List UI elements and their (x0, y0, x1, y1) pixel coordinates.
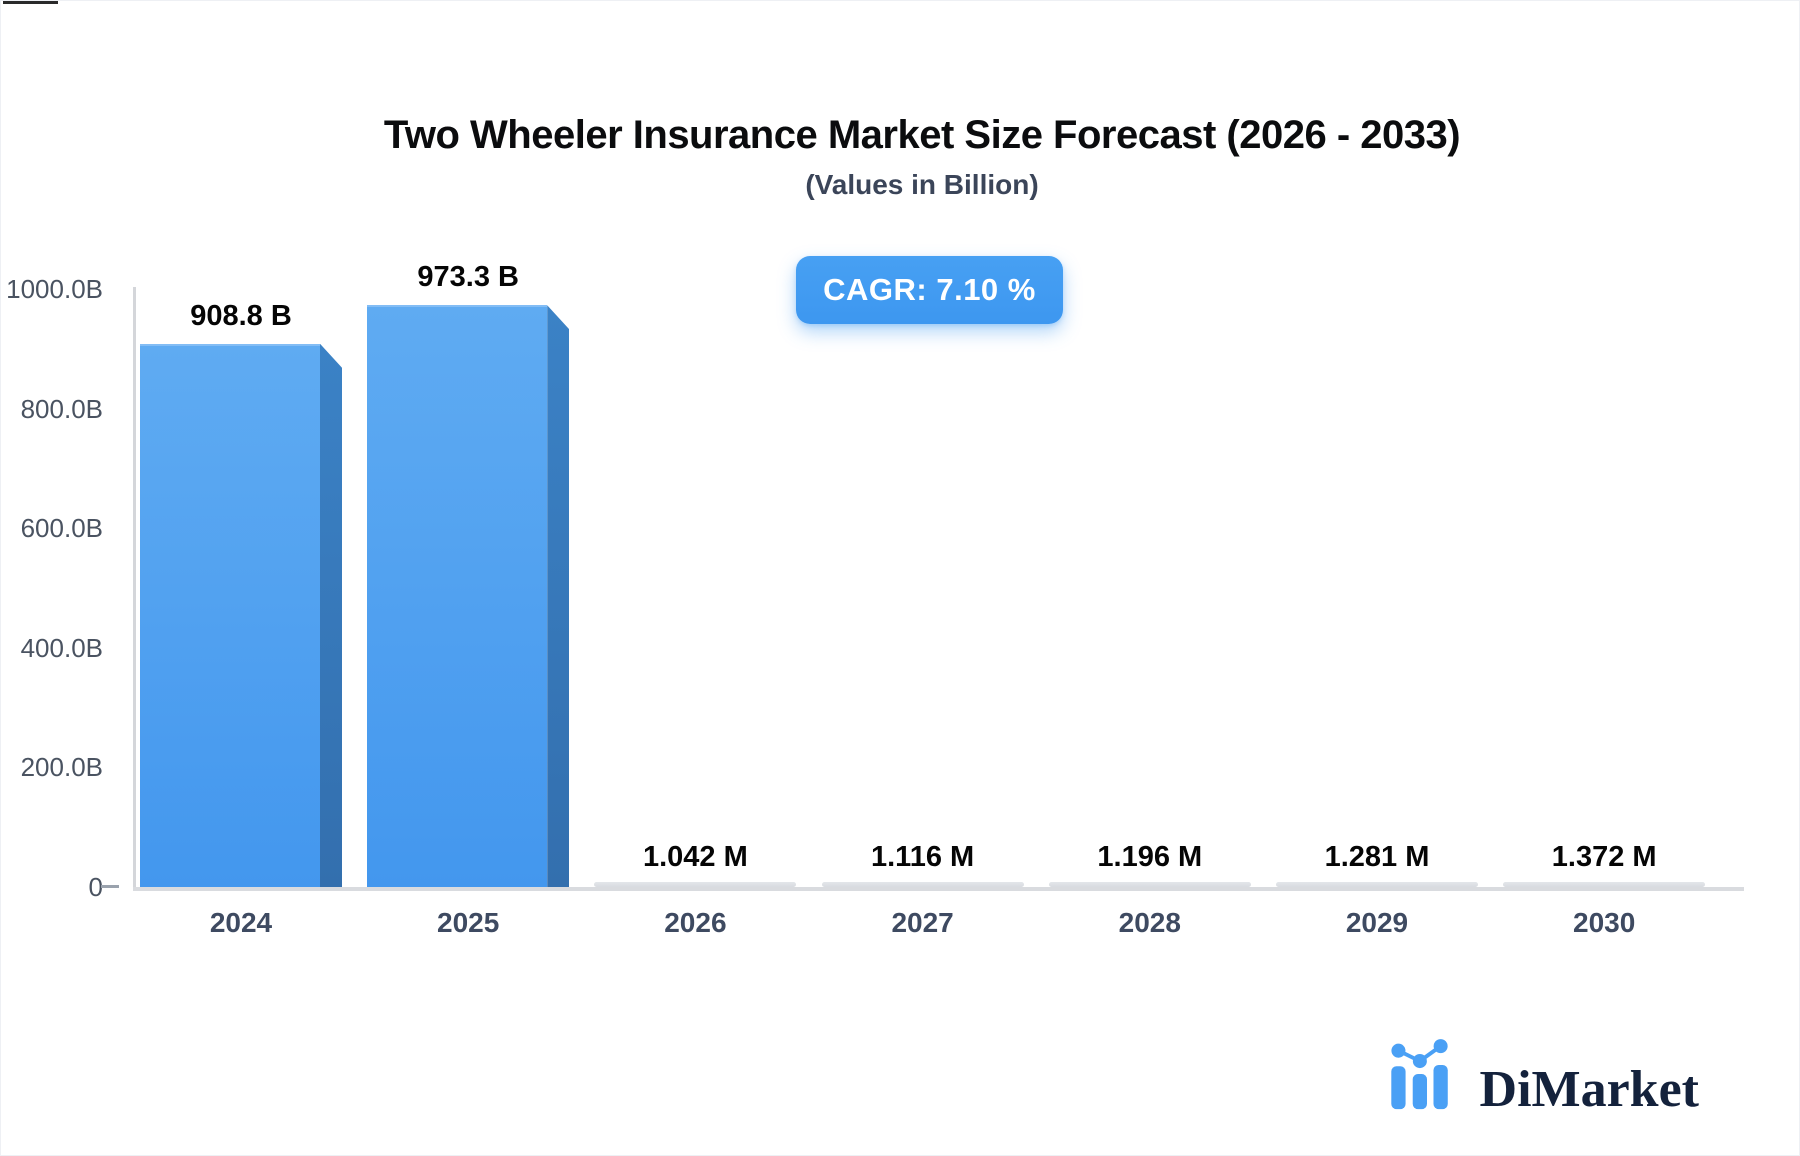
corner-artifact-mark (3, 1, 58, 4)
bar-value-label: 973.3 B (417, 261, 519, 294)
y-axis-tick-label: 800.0B (20, 393, 103, 424)
x-axis-line (133, 887, 1744, 891)
y-axis-tick-label: 600.0B (20, 513, 103, 544)
y-axis-tick-label: 400.0B (20, 632, 103, 663)
bar-2030 (1503, 882, 1706, 887)
dimarket-logo: DiMarket (1388, 1039, 1699, 1118)
bar-2029 (1276, 882, 1478, 887)
bar-value-label: 1.281 M (1324, 841, 1430, 873)
bar-value-label: 1.042 M (642, 841, 748, 873)
chart-subtitle: (Values in Billion) (805, 169, 1039, 200)
bar-2026 (594, 882, 797, 887)
bar-2027 (821, 882, 1024, 887)
bar-2028 (1048, 882, 1251, 887)
bar-value-label: 908.8 B (190, 299, 292, 332)
y-axis-tick-label: 0 (88, 872, 103, 902)
bar-side-face-2025 (547, 305, 570, 887)
bar-2025 (367, 305, 548, 887)
bar-side-face-2024 (320, 343, 342, 887)
bar-value-label: 1.196 M (1097, 841, 1203, 873)
cagr-badge: CAGR: 7.10 % (796, 256, 1063, 324)
cagr-badge-label: CAGR: 7.10 % (823, 272, 1036, 307)
zero-tick-mark (101, 885, 119, 888)
bar-2024 (140, 343, 320, 887)
x-axis-label-2028: 2028 (1118, 907, 1181, 938)
chart-title: Two Wheeler Insurance Market Size Foreca… (383, 113, 1461, 157)
y-axis-line (133, 287, 136, 889)
x-axis-label-2026: 2026 (664, 907, 727, 938)
x-axis-label-2030: 2030 (1573, 907, 1636, 938)
y-axis-tick-label: 200.0B (20, 752, 103, 783)
x-axis-label-2029: 2029 (1345, 907, 1409, 938)
bar-chart-trend-icon (1388, 1039, 1466, 1118)
x-axis-label-2027: 2027 (891, 907, 954, 938)
bar-value-label: 1.372 M (1551, 841, 1657, 873)
x-axis-label-2025: 2025 (437, 907, 500, 938)
y-axis-tick-label: 1000.0B (6, 274, 103, 305)
dimarket-logo-text: DiMarket (1479, 1061, 1699, 1118)
bar-value-label: 1.116 M (871, 841, 975, 873)
x-axis-label-2024: 2024 (209, 907, 273, 938)
